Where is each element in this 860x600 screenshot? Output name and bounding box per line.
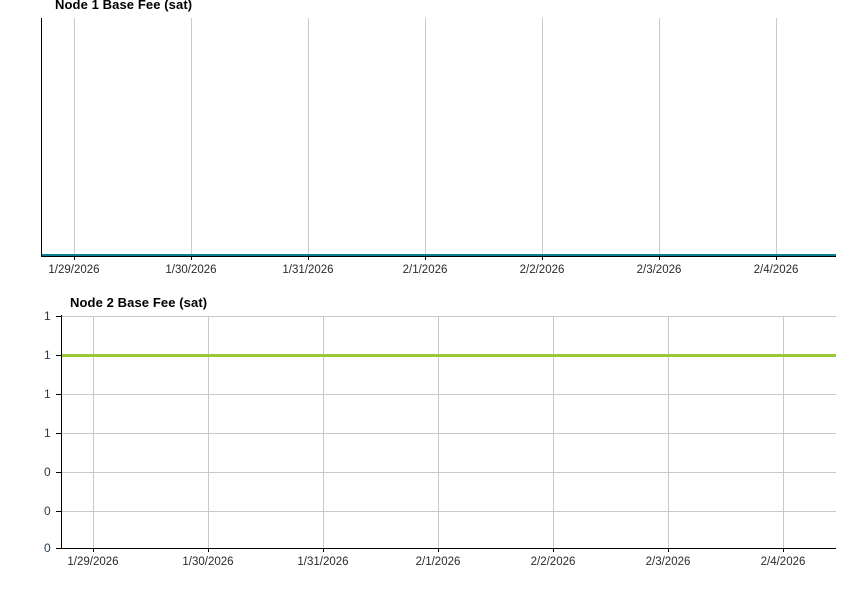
y-tick-mark (56, 548, 61, 549)
x-tick-label: 2/4/2026 (753, 264, 799, 276)
y-tick-label: 1 (44, 309, 51, 323)
x-tick-label: 2/2/2026 (530, 556, 576, 568)
y-tick-label: 0 (44, 504, 51, 518)
gridline-horizontal (61, 316, 836, 317)
y-tick-label: 1 (44, 348, 51, 362)
y-axis-line-node-2 (61, 315, 62, 549)
x-tick-label: 1/30/2026 (182, 556, 234, 568)
x-tick-mark (74, 256, 75, 260)
gridline-vertical (776, 18, 777, 256)
gridline-vertical (783, 316, 784, 548)
x-tick-mark (208, 548, 209, 552)
gridline-horizontal (61, 394, 836, 395)
x-axis-line-node-2 (61, 548, 836, 549)
x-tick-label: 2/3/2026 (645, 556, 691, 568)
gridline-vertical (208, 316, 209, 548)
x-tick-mark (323, 548, 324, 552)
x-tick-label: 1/29/2026 (67, 556, 119, 568)
x-tick-label: 1/31/2026 (297, 556, 349, 568)
chart-title-node-2: Node 2 Base Fee (sat) (70, 295, 208, 310)
x-tick-mark (542, 256, 543, 260)
x-tick-mark (659, 256, 660, 260)
y-tick-mark (56, 355, 61, 356)
x-tick-mark (783, 548, 784, 552)
y-tick-mark (56, 433, 61, 434)
x-tick-mark (191, 256, 192, 260)
gridline-vertical (323, 316, 324, 548)
plot-area-node-2 (61, 316, 836, 548)
x-tick-label: 2/1/2026 (415, 556, 461, 568)
gridline-vertical (659, 18, 660, 256)
y-tick-label: 1 (44, 387, 51, 401)
x-tick-mark (668, 548, 669, 552)
gridline-vertical (438, 316, 439, 548)
gridline-vertical (74, 18, 75, 256)
plot-area-node-1 (41, 18, 836, 256)
gridline-vertical (308, 18, 309, 256)
gridline-horizontal (61, 511, 836, 512)
x-tick-mark (438, 548, 439, 552)
x-tick-label: 2/4/2026 (760, 556, 806, 568)
gridline-horizontal (61, 472, 836, 473)
gridline-vertical (553, 316, 554, 548)
y-tick-mark (56, 511, 61, 512)
x-tick-mark (93, 548, 94, 552)
chart-panel-node-2: Node 2 Base Fee (sat) 1 1 1 1 0 0 0 1/29… (0, 290, 860, 600)
x-tick-mark (553, 548, 554, 552)
x-axis-line-node-1 (41, 256, 836, 257)
chart-title-node-1: Node 1 Base Fee (sat) (55, 0, 193, 12)
chart-panel-node-1: Node 1 Base Fee (sat) 1/29/2026 1/30/202… (0, 0, 860, 290)
x-tick-label: 2/3/2026 (636, 264, 682, 276)
y-tick-label: 1 (44, 426, 51, 440)
y-tick-label: 0 (44, 541, 51, 555)
gridline-horizontal (61, 433, 836, 434)
gridline-vertical (668, 316, 669, 548)
y-axis-line-node-1 (41, 18, 42, 257)
gridline-vertical (542, 18, 543, 256)
x-tick-mark (776, 256, 777, 260)
x-tick-label: 1/31/2026 (282, 264, 334, 276)
series-line-node-2-base-fee (61, 354, 836, 357)
x-tick-label: 2/1/2026 (402, 264, 448, 276)
y-tick-mark (56, 316, 61, 317)
x-tick-mark (308, 256, 309, 260)
gridline-vertical (93, 316, 94, 548)
gridline-vertical (191, 18, 192, 256)
x-tick-label: 1/30/2026 (165, 264, 217, 276)
y-tick-label: 0 (44, 465, 51, 479)
series-line-node-1-base-fee (41, 254, 836, 256)
y-tick-mark (56, 394, 61, 395)
x-tick-mark (425, 256, 426, 260)
y-tick-mark (56, 472, 61, 473)
gridline-vertical (425, 18, 426, 256)
x-tick-label: 2/2/2026 (519, 264, 565, 276)
x-tick-label: 1/29/2026 (48, 264, 100, 276)
